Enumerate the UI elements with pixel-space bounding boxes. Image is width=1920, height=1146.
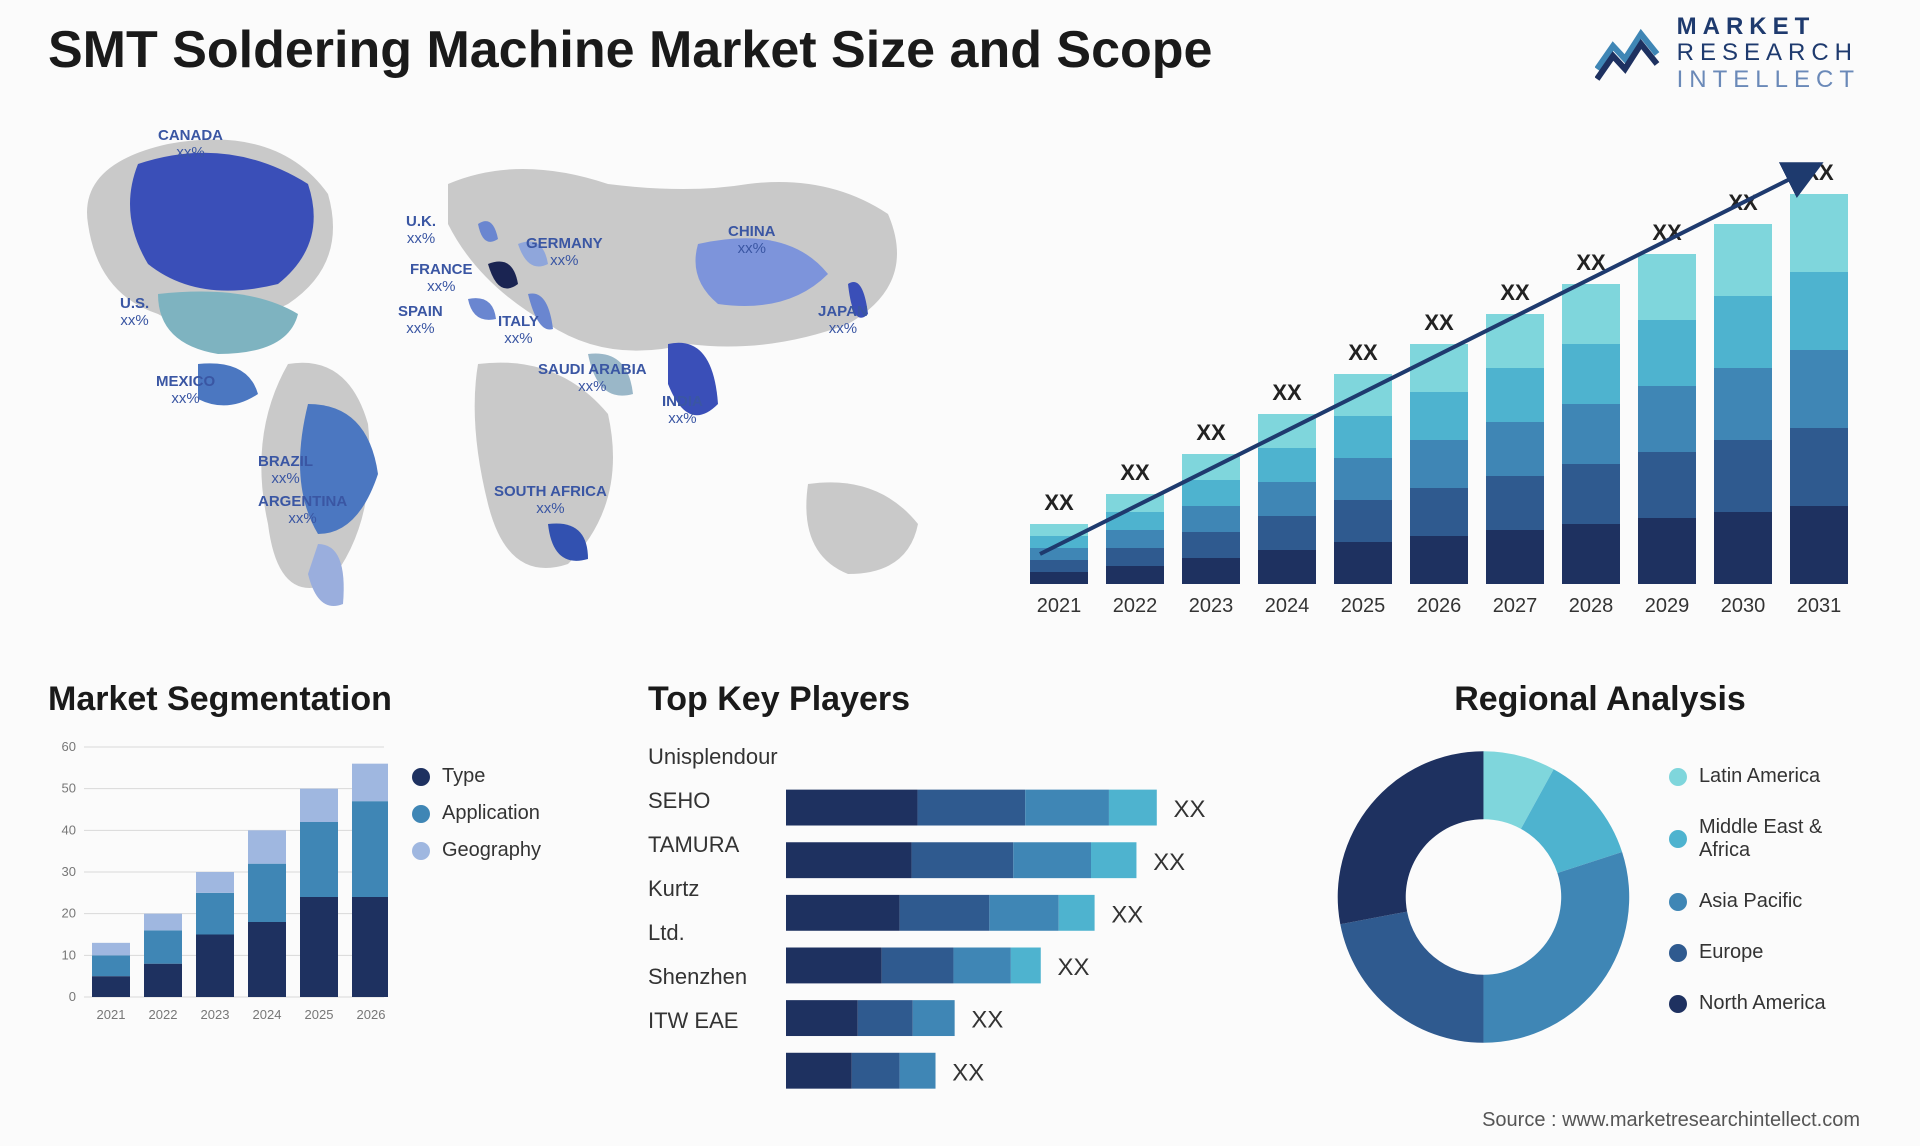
svg-text:2025: 2025 [305, 1007, 334, 1022]
svg-text:2024: 2024 [1265, 595, 1310, 617]
svg-text:XX: XX [1196, 420, 1226, 445]
svg-text:2022: 2022 [149, 1007, 178, 1022]
logo-line2: RESEARCH [1677, 40, 1860, 66]
legend-item: Type [412, 765, 541, 788]
players-chart: XX XX XX XX XX XX [786, 737, 1288, 1096]
player-label: Kurtz [648, 871, 778, 907]
svg-text:2021: 2021 [97, 1007, 126, 1022]
svg-text:2026: 2026 [357, 1007, 386, 1022]
player-label: Shenzhen [648, 959, 778, 995]
regional-panel: Regional Analysis Latin America Middle Ea… [1328, 680, 1872, 1096]
logo-line1: MARKET [1677, 14, 1860, 40]
svg-text:20: 20 [62, 906, 76, 921]
svg-text:2023: 2023 [201, 1007, 230, 1022]
regional-title: Regional Analysis [1328, 680, 1872, 719]
logo-line3: INTELLECT [1677, 67, 1860, 93]
legend-item: North America [1669, 992, 1872, 1015]
map-label: U.K.xx% [406, 214, 436, 247]
player-label: Unisplendour [648, 739, 778, 775]
legend-item: Latin America [1669, 765, 1872, 788]
regional-legend: Latin America Middle East & Africa Asia Pa… [1669, 765, 1872, 1029]
legend-item: Europe [1669, 941, 1872, 964]
map-label: JAPANxx% [818, 304, 868, 337]
world-map: CANADAxx% U.S.xx% MEXICOxx% BRAZILxx% ARGENT… [48, 104, 968, 644]
player-label: SEHO [648, 783, 778, 819]
svg-text:2023: 2023 [1189, 595, 1234, 617]
map-label: INDIAxx% [662, 394, 703, 427]
svg-text:2030: 2030 [1721, 595, 1766, 617]
legend-item: Application [412, 802, 541, 825]
player-label: Ltd. [648, 915, 778, 951]
players-panel: Top Key Players Unisplendour SEHO TAMURA Ku… [648, 680, 1288, 1096]
map-label: CANADAxx% [158, 128, 223, 161]
svg-text:XX: XX [1424, 310, 1454, 335]
svg-text:XX: XX [952, 1059, 984, 1086]
map-label: CHINAxx% [728, 224, 776, 257]
svg-text:2024: 2024 [253, 1007, 282, 1022]
growth-chart: XX 2021 XX 2022 XX 2023 XX 2024 XX 2025 XX 2026 XX 20… [998, 104, 1872, 644]
svg-text:2027: 2027 [1493, 595, 1538, 617]
map-label: SPAINxx% [398, 304, 443, 337]
svg-text:2022: 2022 [1113, 595, 1158, 617]
svg-text:XX: XX [1153, 849, 1185, 876]
svg-text:XX: XX [1348, 340, 1378, 365]
svg-text:XX: XX [1500, 280, 1530, 305]
players-title: Top Key Players [648, 680, 1288, 719]
svg-text:XX: XX [1120, 460, 1150, 485]
svg-text:2029: 2029 [1645, 595, 1690, 617]
legend-item: Geography [412, 839, 541, 862]
map-label: GERMANYxx% [526, 236, 603, 269]
map-label: ITALYxx% [498, 314, 539, 347]
segmentation-title: Market Segmentation [48, 680, 608, 719]
map-label: SAUDI ARABIAxx% [538, 362, 647, 395]
regional-donut [1328, 737, 1639, 1057]
map-label: U.S.xx% [120, 296, 149, 329]
svg-text:2026: 2026 [1417, 595, 1462, 617]
map-label: ARGENTINAxx% [258, 494, 347, 527]
map-label: BRAZILxx% [258, 454, 313, 487]
map-label: FRANCExx% [410, 262, 473, 295]
svg-text:30: 30 [62, 864, 76, 879]
source-label: Source : www.marketresearchintellect.com [1482, 1109, 1860, 1132]
segmentation-legend: Type Application Geography [412, 737, 541, 1027]
map-label: SOUTH AFRICAxx% [494, 484, 607, 517]
players-labels: Unisplendour SEHO TAMURA Kurtz Ltd. Shenzhen I… [648, 737, 778, 1096]
svg-text:XX: XX [1057, 954, 1089, 981]
svg-text:2025: 2025 [1341, 595, 1386, 617]
svg-text:60: 60 [62, 739, 76, 754]
svg-text:10: 10 [62, 947, 76, 962]
brand-logo: MARKET RESEARCH INTELLECT [1595, 14, 1860, 93]
svg-text:XX: XX [1272, 380, 1302, 405]
svg-text:2028: 2028 [1569, 595, 1614, 617]
segmentation-panel: Market Segmentation 0 10 20 30 40 50 60 2021 202… [48, 680, 608, 1096]
legend-item: Middle East & Africa [1669, 816, 1872, 862]
svg-text:2021: 2021 [1037, 595, 1082, 617]
svg-text:50: 50 [62, 781, 76, 796]
svg-text:XX: XX [1044, 490, 1074, 515]
svg-text:2031: 2031 [1797, 595, 1842, 617]
svg-text:XX: XX [1173, 796, 1205, 823]
svg-text:0: 0 [69, 989, 76, 1004]
svg-text:40: 40 [62, 822, 76, 837]
player-label: TAMURA [648, 827, 778, 863]
legend-item: Asia Pacific [1669, 890, 1872, 913]
map-label: MEXICOxx% [156, 374, 215, 407]
segmentation-chart: 0 10 20 30 40 50 60 2021 2022 2023 2024 2025 2026 [48, 737, 388, 1027]
svg-text:XX: XX [971, 1007, 1003, 1034]
player-label: ITW EAE [648, 1003, 778, 1039]
logo-mark-icon [1595, 24, 1665, 84]
svg-text:XX: XX [1111, 901, 1143, 928]
